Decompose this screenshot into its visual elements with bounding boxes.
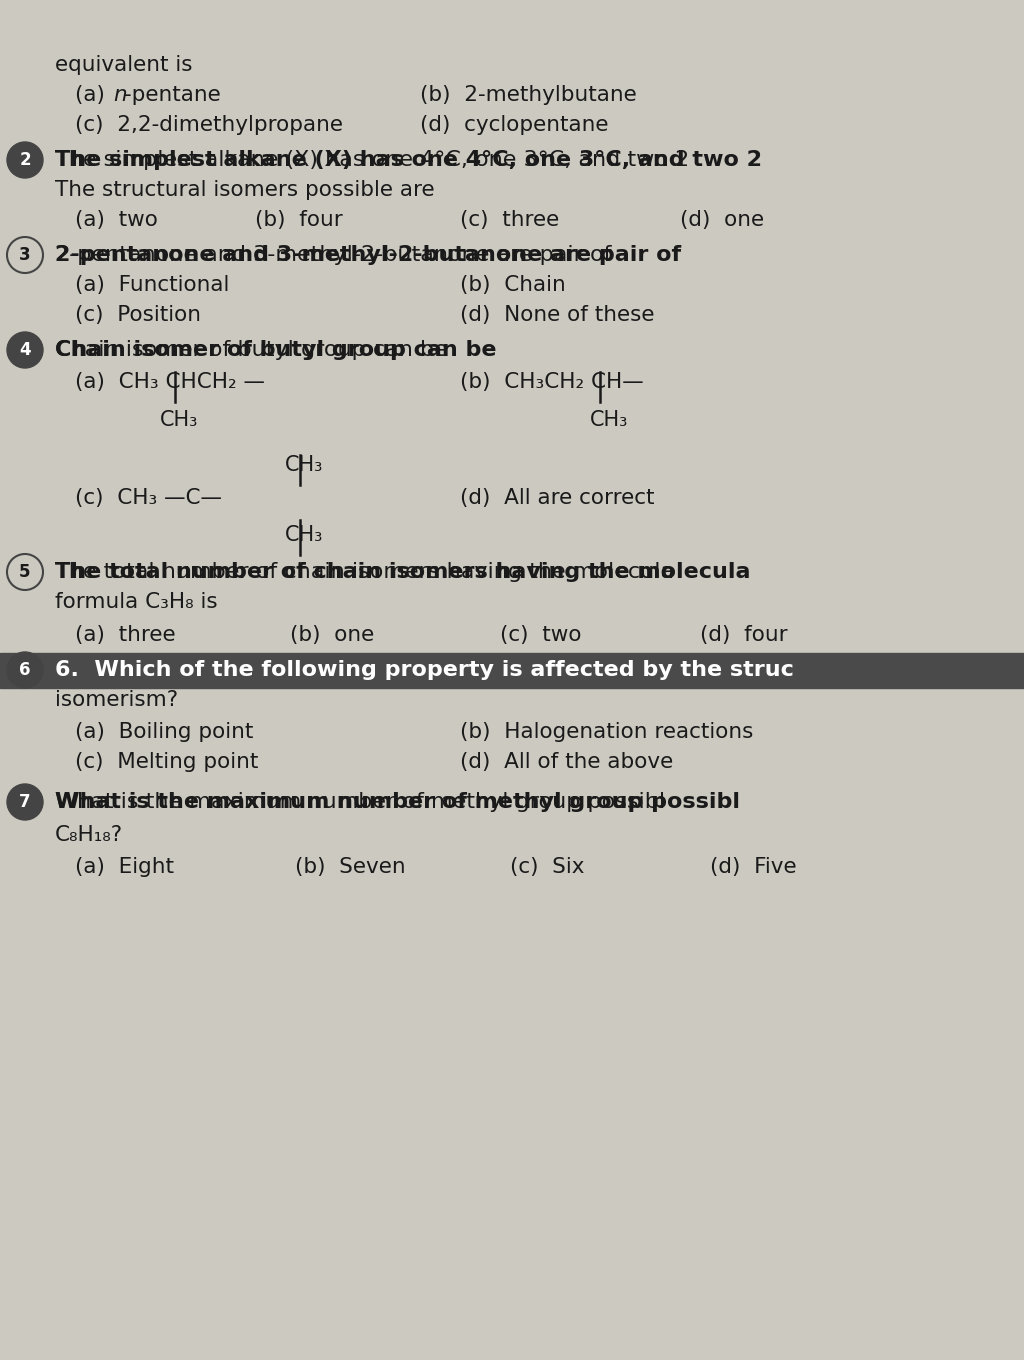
Text: CH₃: CH₃ <box>160 409 199 430</box>
Text: n: n <box>113 84 127 105</box>
Text: 4: 4 <box>19 341 31 359</box>
Text: (c)  Melting point: (c) Melting point <box>75 752 258 772</box>
Text: formula C₃H₈ is: formula C₃H₈ is <box>55 592 218 612</box>
Ellipse shape <box>7 332 43 369</box>
Text: (d)  cyclopentane: (d) cyclopentane <box>420 116 608 135</box>
Ellipse shape <box>7 651 43 688</box>
Text: isomerism?: isomerism? <box>55 690 178 710</box>
Text: 2: 2 <box>19 151 31 169</box>
Text: equivalent is: equivalent is <box>55 54 193 75</box>
Text: (a)  two: (a) two <box>75 209 158 230</box>
Text: The total number of chain isomers having the molecula: The total number of chain isomers having… <box>55 562 674 582</box>
Text: (b)  Chain: (b) Chain <box>460 275 565 295</box>
Text: Chain isomer of butyl group can be: Chain isomer of butyl group can be <box>55 340 447 360</box>
Text: (a)  Eight: (a) Eight <box>75 857 174 877</box>
Text: (d)  one: (d) one <box>680 209 764 230</box>
Text: C₈H₁₈?: C₈H₁₈? <box>55 826 123 845</box>
Text: (c)  three: (c) three <box>460 209 559 230</box>
Text: (d)  four: (d) four <box>700 626 787 645</box>
Text: 2-pentanone and 3-methyl-2-butanone are pair of: 2-pentanone and 3-methyl-2-butanone are … <box>55 245 611 265</box>
Text: (b)  CH₃CH₂ CH—: (b) CH₃CH₂ CH— <box>460 373 644 392</box>
Text: (d)  None of these: (d) None of these <box>460 305 654 325</box>
Text: Chain isomer of butyl group can be: Chain isomer of butyl group can be <box>55 340 497 360</box>
Text: The total number of chain isomers having the molecula: The total number of chain isomers having… <box>55 562 751 582</box>
Text: -pentane: -pentane <box>124 84 221 105</box>
Text: 3: 3 <box>19 246 31 264</box>
Text: (c)  2,2-dimethylpropane: (c) 2,2-dimethylpropane <box>75 116 343 135</box>
Text: (a)  Boiling point: (a) Boiling point <box>75 722 253 743</box>
Text: 7: 7 <box>19 793 31 811</box>
Text: (b)  one: (b) one <box>290 626 374 645</box>
Ellipse shape <box>7 783 43 820</box>
Text: The structural isomers possible are: The structural isomers possible are <box>55 180 434 200</box>
Text: (b)  2-methylbutane: (b) 2-methylbutane <box>420 84 637 105</box>
Bar <box>0 653 1024 688</box>
Text: The simplest alkane (X) has one 4°C, one 3°C, and two 2: The simplest alkane (X) has one 4°C, one… <box>55 150 689 170</box>
Text: 6: 6 <box>19 661 31 679</box>
Text: (b)  four: (b) four <box>255 209 343 230</box>
Text: What is the maximum number of methyl group possibl: What is the maximum number of methyl gro… <box>55 792 740 812</box>
Text: 6.  Which of the following property is affected by the struc: 6. Which of the following property is af… <box>55 660 794 680</box>
Text: What is the maximum number of methyl group possibl: What is the maximum number of methyl gro… <box>55 792 666 812</box>
Text: (a)  three: (a) three <box>75 626 176 645</box>
Text: CH₃: CH₃ <box>285 456 324 475</box>
Text: CH₃: CH₃ <box>590 409 629 430</box>
Text: (c)  Six: (c) Six <box>510 857 585 877</box>
Text: (c)  CH₃ —C—: (c) CH₃ —C— <box>75 488 222 509</box>
Text: (d)  All of the above: (d) All of the above <box>460 752 673 772</box>
Text: CH₃: CH₃ <box>285 525 324 545</box>
Text: 5: 5 <box>19 563 31 581</box>
Text: (c)  two: (c) two <box>500 626 582 645</box>
Text: (b)  Halogenation reactions: (b) Halogenation reactions <box>460 722 754 743</box>
Text: (d)  All are correct: (d) All are correct <box>460 488 654 509</box>
Text: (a): (a) <box>75 84 119 105</box>
Text: (a)  Functional: (a) Functional <box>75 275 229 295</box>
Text: (c)  Position: (c) Position <box>75 305 201 325</box>
Text: (b)  Seven: (b) Seven <box>295 857 406 877</box>
Text: (d)  Five: (d) Five <box>710 857 797 877</box>
Ellipse shape <box>7 141 43 178</box>
Text: The simplest alkane (X) has one 4°C, one 3°C, and two 2: The simplest alkane (X) has one 4°C, one… <box>55 150 762 170</box>
Text: (a)  CH₃ CHCH₂ —: (a) CH₃ CHCH₂ — <box>75 373 265 392</box>
Text: 2-pentanone and 3-methyl-2-butanone are pair of: 2-pentanone and 3-methyl-2-butanone are … <box>55 245 681 265</box>
